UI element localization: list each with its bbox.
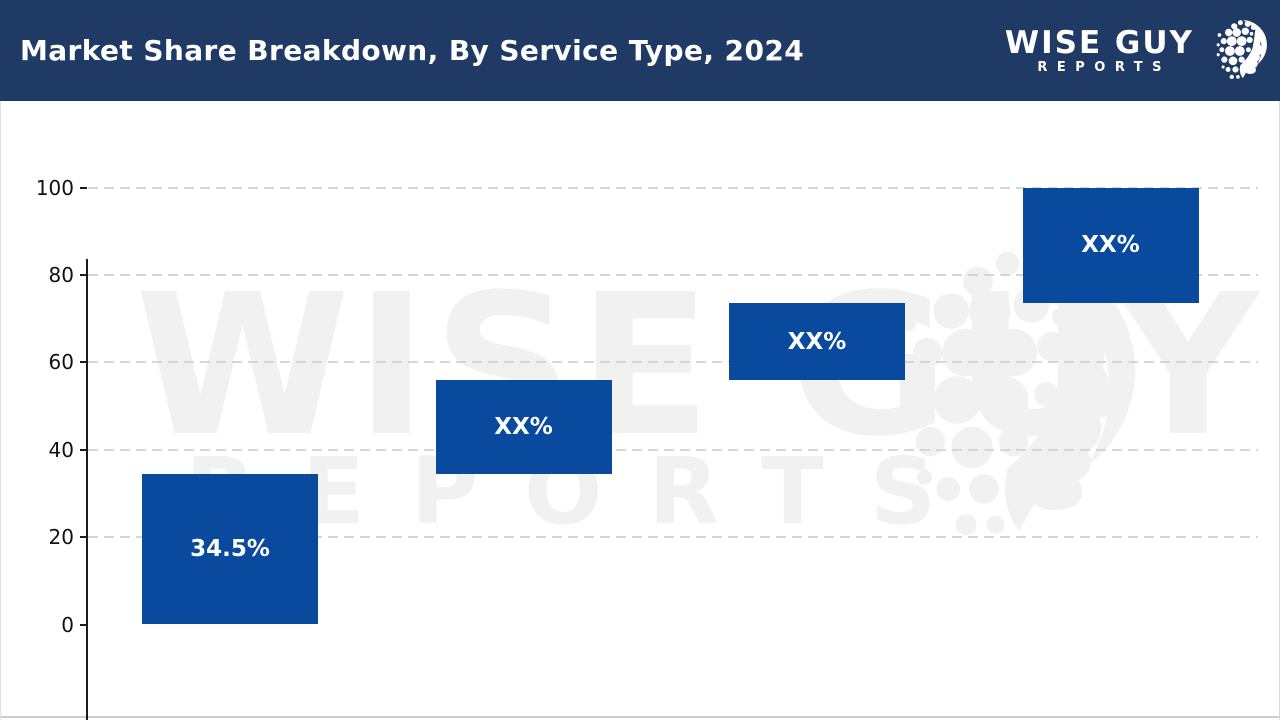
y-axis-tick <box>80 186 87 189</box>
y-axis-tick-label: 20 <box>48 525 74 550</box>
brand-logo: WISE GUY REPORTS <box>1005 4 1270 98</box>
page-title: Market Share Breakdown, By Service Type,… <box>20 34 805 67</box>
y-axis-tick-label: 40 <box>48 437 74 462</box>
y-axis-tick-label: 0 <box>61 612 74 637</box>
bar-value-label: XX% <box>494 413 553 440</box>
y-axis-line <box>86 259 88 720</box>
y-axis-tick <box>80 623 87 626</box>
bottom-hairline <box>0 716 1280 718</box>
y-axis-tick-label: 100 <box>35 175 74 200</box>
y-axis-tick <box>80 448 87 451</box>
gridline <box>88 361 1258 364</box>
gridline <box>88 186 1258 189</box>
y-axis-tick <box>80 361 87 364</box>
bar-segment: XX% <box>435 379 612 474</box>
bar-segment: XX% <box>729 303 905 380</box>
brand-reports-text: REPORTS <box>1037 60 1172 75</box>
bar-value-label: 34.5% <box>190 536 270 563</box>
gridline <box>88 448 1258 451</box>
y-axis-tick-label: 80 <box>48 262 74 287</box>
left-hairline <box>0 101 1 720</box>
y-axis-tick-label: 60 <box>48 350 74 375</box>
bar-segment: 34.5% <box>142 473 318 625</box>
bar-value-label: XX% <box>1081 232 1140 259</box>
y-axis-tick <box>80 536 87 539</box>
watermark-dotted-head-icon <box>893 251 1136 535</box>
brand-name-text: WISE GUY <box>1004 25 1194 61</box>
y-axis-tick <box>80 273 87 276</box>
gridline <box>88 273 1258 276</box>
gridline <box>88 536 1258 539</box>
bar-value-label: XX% <box>787 328 847 355</box>
brand-dotted-head-icon <box>1216 20 1267 80</box>
header-bar: Market Share Breakdown, By Service Type,… <box>0 0 1280 101</box>
bar-segment: XX% <box>1022 187 1199 304</box>
